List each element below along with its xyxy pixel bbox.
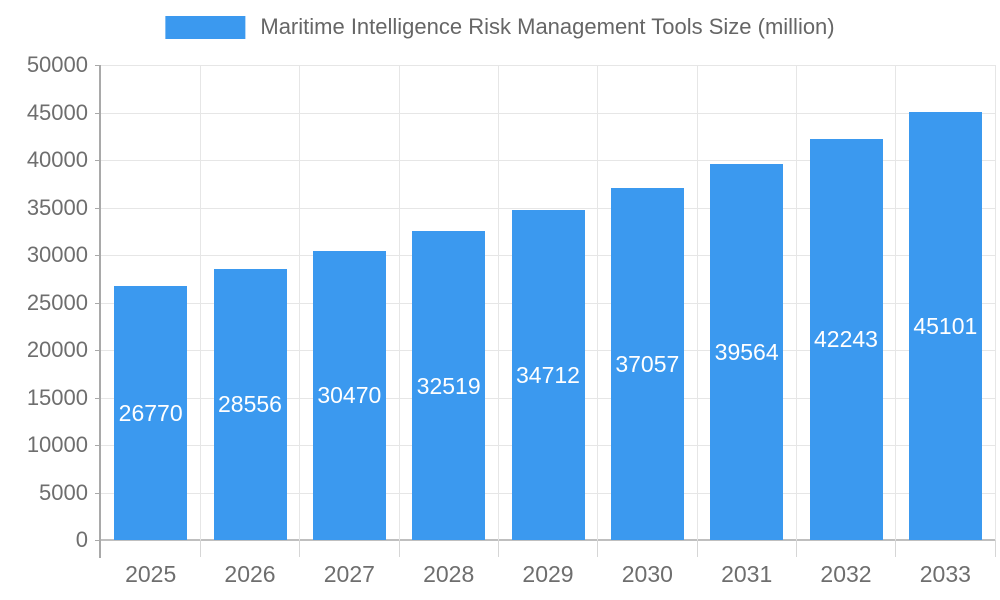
legend-label: Maritime Intelligence Risk Management To… xyxy=(260,14,835,39)
y-axis-tick-label: 30000 xyxy=(26,242,88,267)
x-axis-boundary-tick xyxy=(497,540,499,557)
y-axis-tick xyxy=(95,492,101,494)
h-gridline xyxy=(101,160,995,161)
y-axis-tick-label: 15000 xyxy=(26,384,88,410)
x-axis-label: 2031 xyxy=(721,561,773,587)
v-gridline xyxy=(696,65,698,540)
y-axis-tick-label: 40000 xyxy=(26,147,88,172)
legend[interactable]: Maritime Intelligence Risk Management To… xyxy=(165,14,835,40)
legend-swatch-icon xyxy=(165,15,246,39)
x-axis-boundary-tick xyxy=(795,540,797,557)
h-gridline xyxy=(101,207,995,209)
x-axis-boundary-tick xyxy=(994,540,996,557)
v-gridline xyxy=(497,65,499,540)
x-axis-boundary-tick xyxy=(199,540,201,557)
y-axis-tick-label: 35000 xyxy=(26,194,88,220)
x-axis-label: 2030 xyxy=(621,561,673,587)
h-gridline xyxy=(101,112,995,114)
bar-2033[interactable] xyxy=(908,111,982,540)
x-axis-boundary-tick xyxy=(597,540,599,557)
x-axis-label: 2028 xyxy=(423,561,475,587)
x-axis-label: 2026 xyxy=(224,561,276,587)
y-axis-line xyxy=(99,65,101,558)
x-axis-label: 2025 xyxy=(125,561,177,587)
y-axis-tick xyxy=(95,397,101,399)
x-axis-boundary-tick xyxy=(398,540,400,557)
x-axis-label: 2027 xyxy=(323,561,375,587)
h-gridline xyxy=(101,65,995,66)
y-axis-tick xyxy=(95,65,101,66)
y-axis-tick-label: 25000 xyxy=(26,289,88,315)
v-gridline xyxy=(299,65,301,540)
v-gridline xyxy=(895,65,897,540)
x-axis-label: 2033 xyxy=(919,561,971,587)
bar-2028[interactable] xyxy=(412,231,486,540)
bar-2032[interactable] xyxy=(809,138,883,540)
x-axis-label: 2029 xyxy=(522,561,574,587)
y-axis-tick-label: 45000 xyxy=(26,99,88,125)
y-axis-tick xyxy=(95,350,101,351)
y-axis-tick xyxy=(95,207,101,209)
y-axis-tick-label: 10000 xyxy=(26,432,88,457)
y-axis-tick xyxy=(95,540,101,541)
bar-2027[interactable] xyxy=(312,250,386,540)
bar-2029[interactable] xyxy=(511,210,585,540)
bar-2030[interactable] xyxy=(610,187,684,540)
v-gridline xyxy=(597,65,599,540)
x-axis-boundary-tick xyxy=(299,540,301,557)
y-axis-tick xyxy=(95,255,101,256)
y-axis-tick-label: 20000 xyxy=(26,337,88,362)
zero-gridline xyxy=(101,539,995,541)
v-gridline xyxy=(199,65,201,540)
bar-2031[interactable] xyxy=(710,164,784,540)
v-gridline xyxy=(398,65,400,540)
y-axis-tick xyxy=(95,302,101,304)
y-axis-tick xyxy=(95,112,101,114)
bar-2026[interactable] xyxy=(213,268,287,540)
bar-2025[interactable] xyxy=(114,285,188,540)
y-axis-tick xyxy=(95,160,101,161)
y-axis-tick-label: 50000 xyxy=(26,52,88,77)
x-axis-boundary-tick xyxy=(895,540,897,557)
x-axis-label: 2032 xyxy=(820,561,872,587)
v-gridline xyxy=(994,65,996,540)
y-axis-tick-label: 0 xyxy=(75,527,88,552)
x-axis-boundary-tick xyxy=(696,540,698,557)
y-axis-tick-label: 5000 xyxy=(39,479,88,505)
v-gridline xyxy=(795,65,797,540)
y-axis-tick xyxy=(95,445,101,446)
